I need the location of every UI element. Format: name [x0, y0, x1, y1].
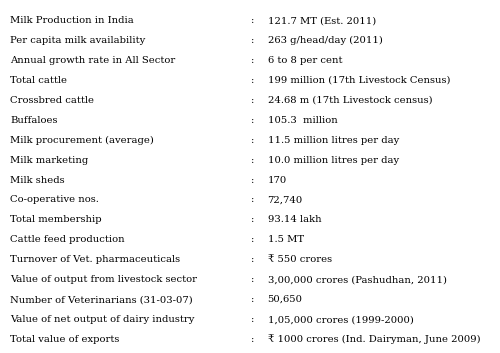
Text: Buffaloes: Buffaloes	[10, 116, 58, 125]
Text: Value of net output of dairy industry: Value of net output of dairy industry	[10, 315, 194, 324]
Text: Milk Production in India: Milk Production in India	[10, 16, 134, 25]
Text: 1.5 MT: 1.5 MT	[268, 235, 304, 244]
Text: :: :	[251, 235, 254, 244]
Text: 121.7 MT (Est. 2011): 121.7 MT (Est. 2011)	[268, 16, 376, 25]
Text: Turnover of Vet. pharmaceuticals: Turnover of Vet. pharmaceuticals	[10, 255, 180, 264]
Text: 93.14 lakh: 93.14 lakh	[268, 215, 321, 225]
Text: Milk sheds: Milk sheds	[10, 175, 64, 185]
Text: :: :	[251, 136, 254, 145]
Text: :: :	[251, 56, 254, 65]
Text: 170: 170	[268, 175, 287, 185]
Text: 3,00,000 crores (Pashudhan, 2011): 3,00,000 crores (Pashudhan, 2011)	[268, 275, 446, 284]
Text: Total membership: Total membership	[10, 215, 102, 225]
Text: Total cattle: Total cattle	[10, 76, 67, 85]
Text: Per capita milk availability: Per capita milk availability	[10, 36, 145, 45]
Text: :: :	[251, 275, 254, 284]
Text: Value of output from livestock sector: Value of output from livestock sector	[10, 275, 197, 284]
Text: :: :	[251, 255, 254, 264]
Text: Total value of exports: Total value of exports	[10, 335, 120, 344]
Text: 72,740: 72,740	[268, 196, 303, 204]
Text: 50,650: 50,650	[268, 295, 302, 304]
Text: :: :	[251, 196, 254, 204]
Text: :: :	[251, 175, 254, 185]
Text: Milk marketing: Milk marketing	[10, 156, 88, 164]
Text: :: :	[251, 335, 254, 344]
Text: :: :	[251, 16, 254, 25]
Text: :: :	[251, 96, 254, 105]
Text: 263 g/head/day (2011): 263 g/head/day (2011)	[268, 36, 382, 45]
Text: :: :	[251, 116, 254, 125]
Text: 24.68 m (17th Livestock census): 24.68 m (17th Livestock census)	[268, 96, 432, 105]
Text: 1,05,000 crores (1999-2000): 1,05,000 crores (1999-2000)	[268, 315, 414, 324]
Text: Crossbred cattle: Crossbred cattle	[10, 96, 94, 105]
Text: :: :	[251, 315, 254, 324]
Text: 10.0 million litres per day: 10.0 million litres per day	[268, 156, 398, 164]
Text: 6 to 8 per cent: 6 to 8 per cent	[268, 56, 342, 65]
Text: Co-operative nos.: Co-operative nos.	[10, 196, 99, 204]
Text: Annual growth rate in All Sector: Annual growth rate in All Sector	[10, 56, 175, 65]
Text: 105.3  million: 105.3 million	[268, 116, 337, 125]
Text: 11.5 million litres per day: 11.5 million litres per day	[268, 136, 399, 145]
Text: ₹ 550 crores: ₹ 550 crores	[268, 255, 332, 264]
Text: 199 million (17th Livestock Census): 199 million (17th Livestock Census)	[268, 76, 450, 85]
Text: Number of Veterinarians (31-03-07): Number of Veterinarians (31-03-07)	[10, 295, 193, 304]
Text: :: :	[251, 215, 254, 225]
Text: :: :	[251, 295, 254, 304]
Text: :: :	[251, 36, 254, 45]
Text: Milk procurement (average): Milk procurement (average)	[10, 136, 154, 145]
Text: :: :	[251, 156, 254, 164]
Text: :: :	[251, 76, 254, 85]
Text: Cattle feed production: Cattle feed production	[10, 235, 124, 244]
Text: ₹ 1000 crores (Ind. Dairyman, June 2009): ₹ 1000 crores (Ind. Dairyman, June 2009)	[268, 335, 480, 345]
